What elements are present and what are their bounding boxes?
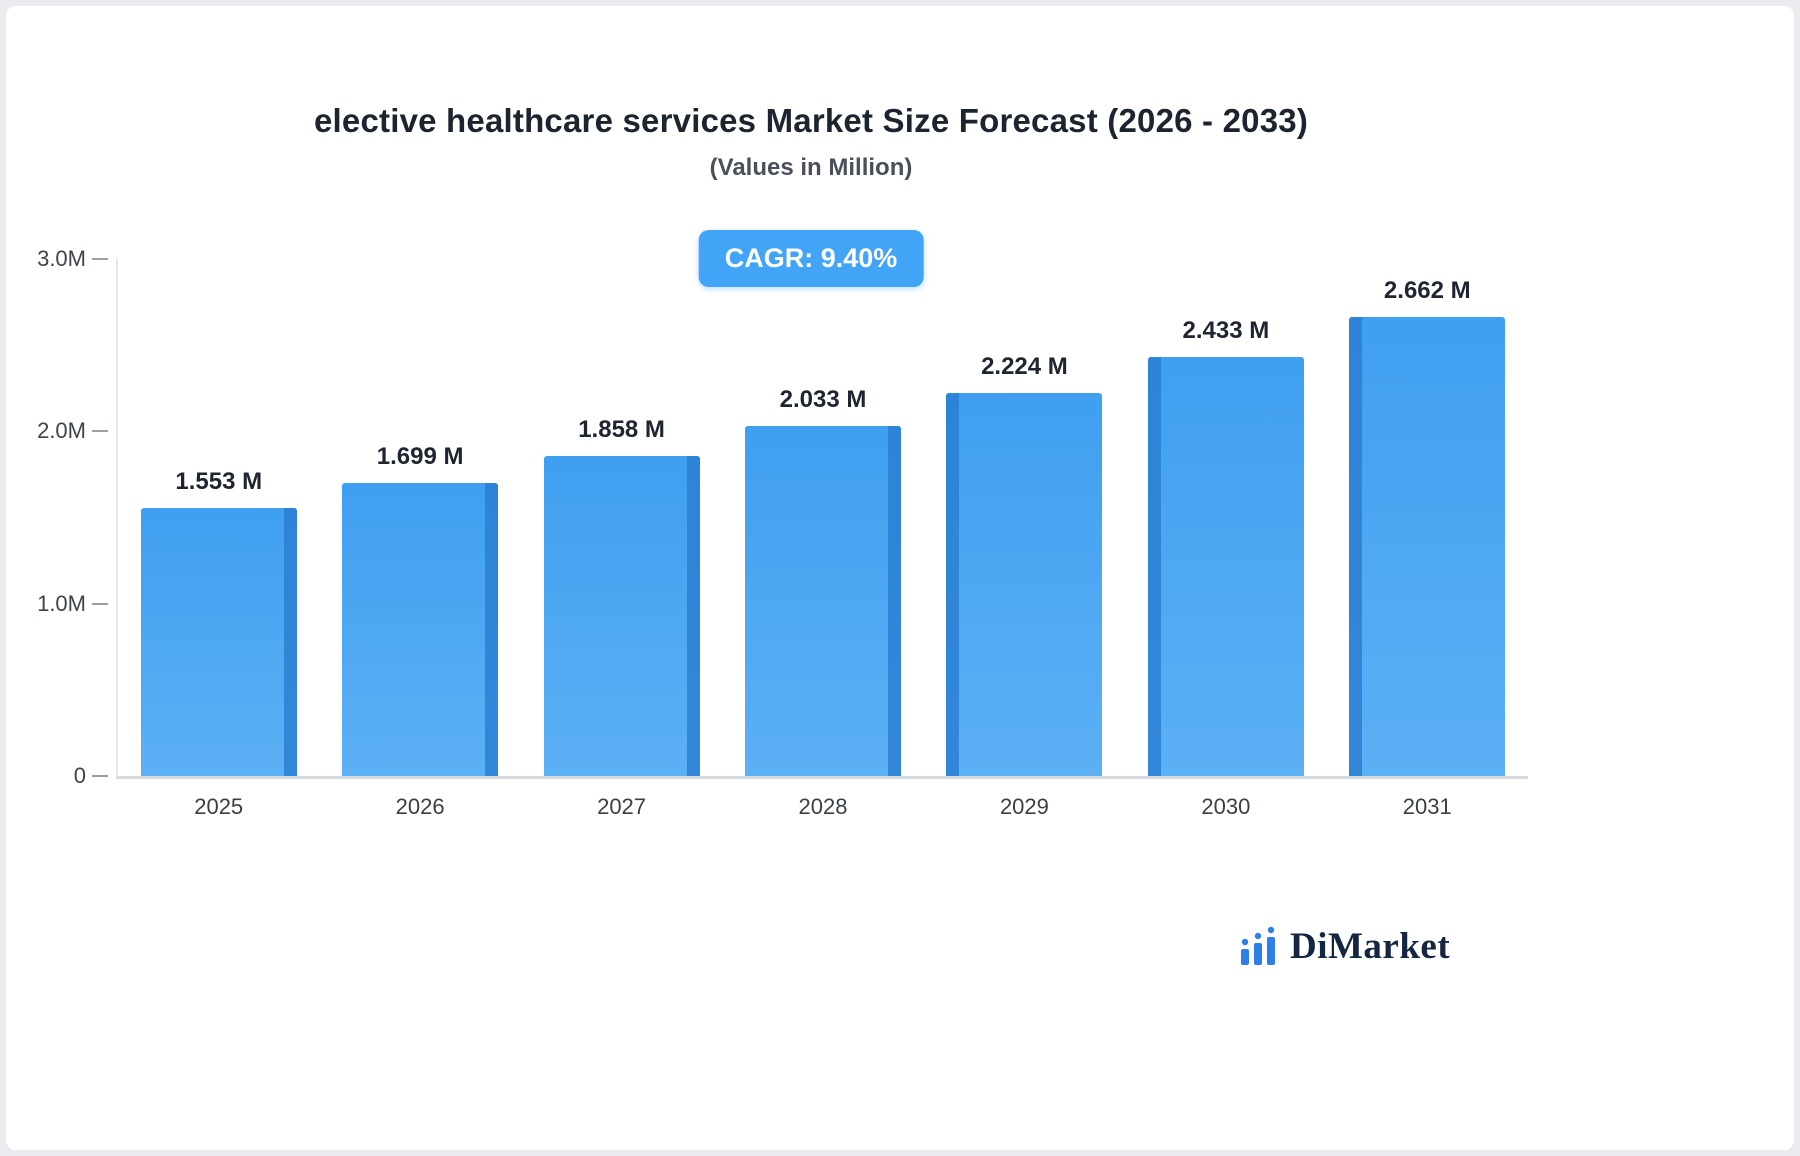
bar-2025 [141, 508, 297, 776]
bar-side-face [284, 508, 297, 776]
brand-name: DiMarket [1290, 925, 1451, 967]
bar-side-face [485, 483, 498, 776]
x-axis-label-2029: 2029 [999, 794, 1049, 819]
bar-side-face [1148, 357, 1161, 776]
x-axis-label-2025: 2025 [194, 794, 244, 819]
y-axis-tick-mark [92, 430, 108, 433]
y-axis-tick-label: 1.0M [37, 590, 86, 616]
chart-subtitle: (Values in Million) [709, 154, 913, 181]
plot-area: 0 1.0M 2.0M 3.0M 1.553 M 2025 1.699 M 2026 1.858… [37, 246, 1528, 819]
bar-value-label-2026: 1.699 M [376, 443, 464, 470]
bar-value-label-2027: 1.858 M [578, 416, 665, 443]
bar-value-label-2031: 2.662 M [1383, 277, 1471, 304]
bar-2029 [946, 393, 1102, 776]
x-axis-label-2026: 2026 [395, 794, 445, 819]
bar-2027 [544, 456, 700, 776]
bar-side-face [687, 456, 700, 776]
y-axis-tick-mark [92, 258, 108, 260]
bar-side-face [1349, 317, 1362, 776]
y-axis-tick-label: 2.0M [37, 418, 86, 444]
bar-value-label-2029: 2.224 M [981, 353, 1068, 380]
x-axis-label-2027: 2027 [597, 794, 647, 819]
x-axis-label-2028: 2028 [798, 794, 848, 819]
dimarket-logo-icon [1238, 925, 1280, 967]
cagr-badge: CAGR: 9.40% [698, 230, 924, 287]
bar-value-label-2028: 2.033 M [779, 386, 867, 413]
chart-title: elective healthcare services Market Size… [313, 102, 1309, 139]
y-axis-tick-mark [92, 602, 108, 605]
x-axis-label-2031: 2031 [1402, 794, 1452, 819]
bar-value-label-2025: 1.553 M [175, 468, 263, 495]
x-axis-label-2030: 2030 [1201, 794, 1251, 819]
bar-2028 [745, 426, 901, 776]
bar-2026 [342, 483, 498, 776]
y-axis-tick-label: 3.0M [37, 246, 86, 271]
chart-card: elective healthcare services Market Size… [6, 6, 1794, 1150]
y-axis-tick-label: 0 [73, 763, 86, 788]
bar-side-face [888, 426, 901, 776]
bar-2030 [1148, 357, 1304, 776]
bar-side-face [946, 393, 959, 776]
bar-value-label-2030: 2.433 M [1182, 317, 1270, 344]
bar-2031 [1349, 317, 1505, 776]
y-axis-tick-mark [92, 775, 108, 777]
brand-logo: DiMarket [1238, 916, 1478, 976]
